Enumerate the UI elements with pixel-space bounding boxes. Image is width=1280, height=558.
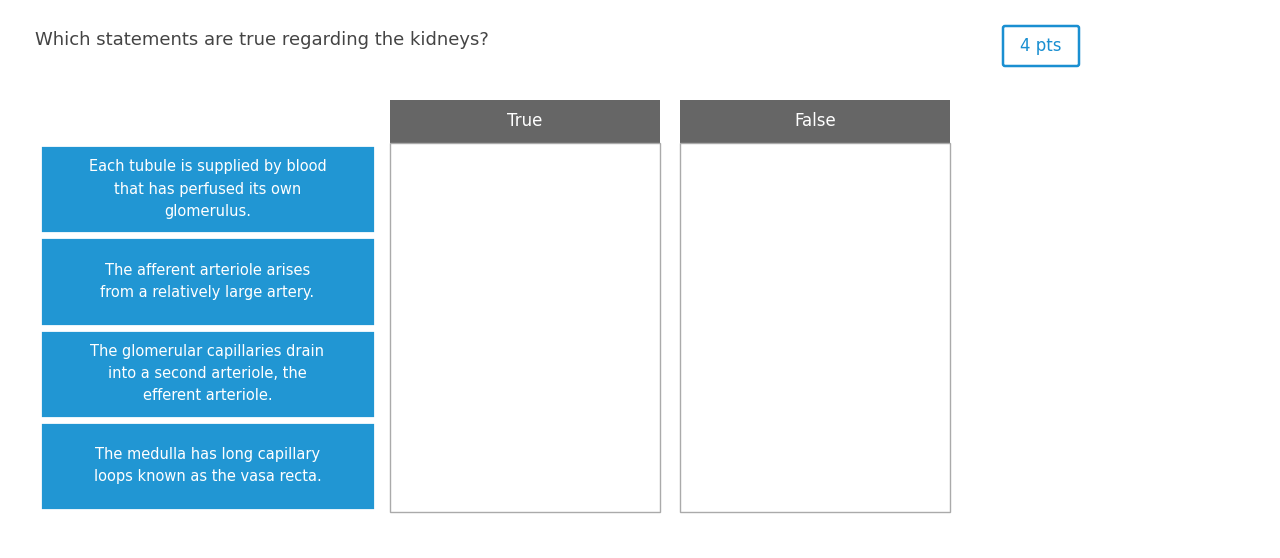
- FancyBboxPatch shape: [40, 237, 375, 325]
- FancyBboxPatch shape: [390, 100, 660, 143]
- FancyBboxPatch shape: [680, 100, 950, 143]
- Text: The afferent arteriole arises
from a relatively large artery.: The afferent arteriole arises from a rel…: [100, 263, 315, 300]
- FancyBboxPatch shape: [40, 145, 375, 233]
- Text: The glomerular capillaries drain
into a second arteriole, the
efferent arteriole: The glomerular capillaries drain into a …: [91, 344, 325, 403]
- FancyBboxPatch shape: [40, 330, 375, 418]
- Text: False: False: [794, 113, 836, 131]
- Text: 4 pts: 4 pts: [1020, 37, 1061, 55]
- FancyBboxPatch shape: [1004, 26, 1079, 66]
- FancyBboxPatch shape: [680, 143, 950, 512]
- FancyBboxPatch shape: [390, 143, 660, 512]
- Text: Which statements are true regarding the kidneys?: Which statements are true regarding the …: [35, 31, 489, 49]
- Text: Each tubule is supplied by blood
that has perfused its own
glomerulus.: Each tubule is supplied by blood that ha…: [88, 160, 326, 219]
- FancyBboxPatch shape: [40, 422, 375, 510]
- Text: True: True: [507, 113, 543, 131]
- Text: The medulla has long capillary
loops known as the vasa recta.: The medulla has long capillary loops kno…: [93, 448, 321, 484]
